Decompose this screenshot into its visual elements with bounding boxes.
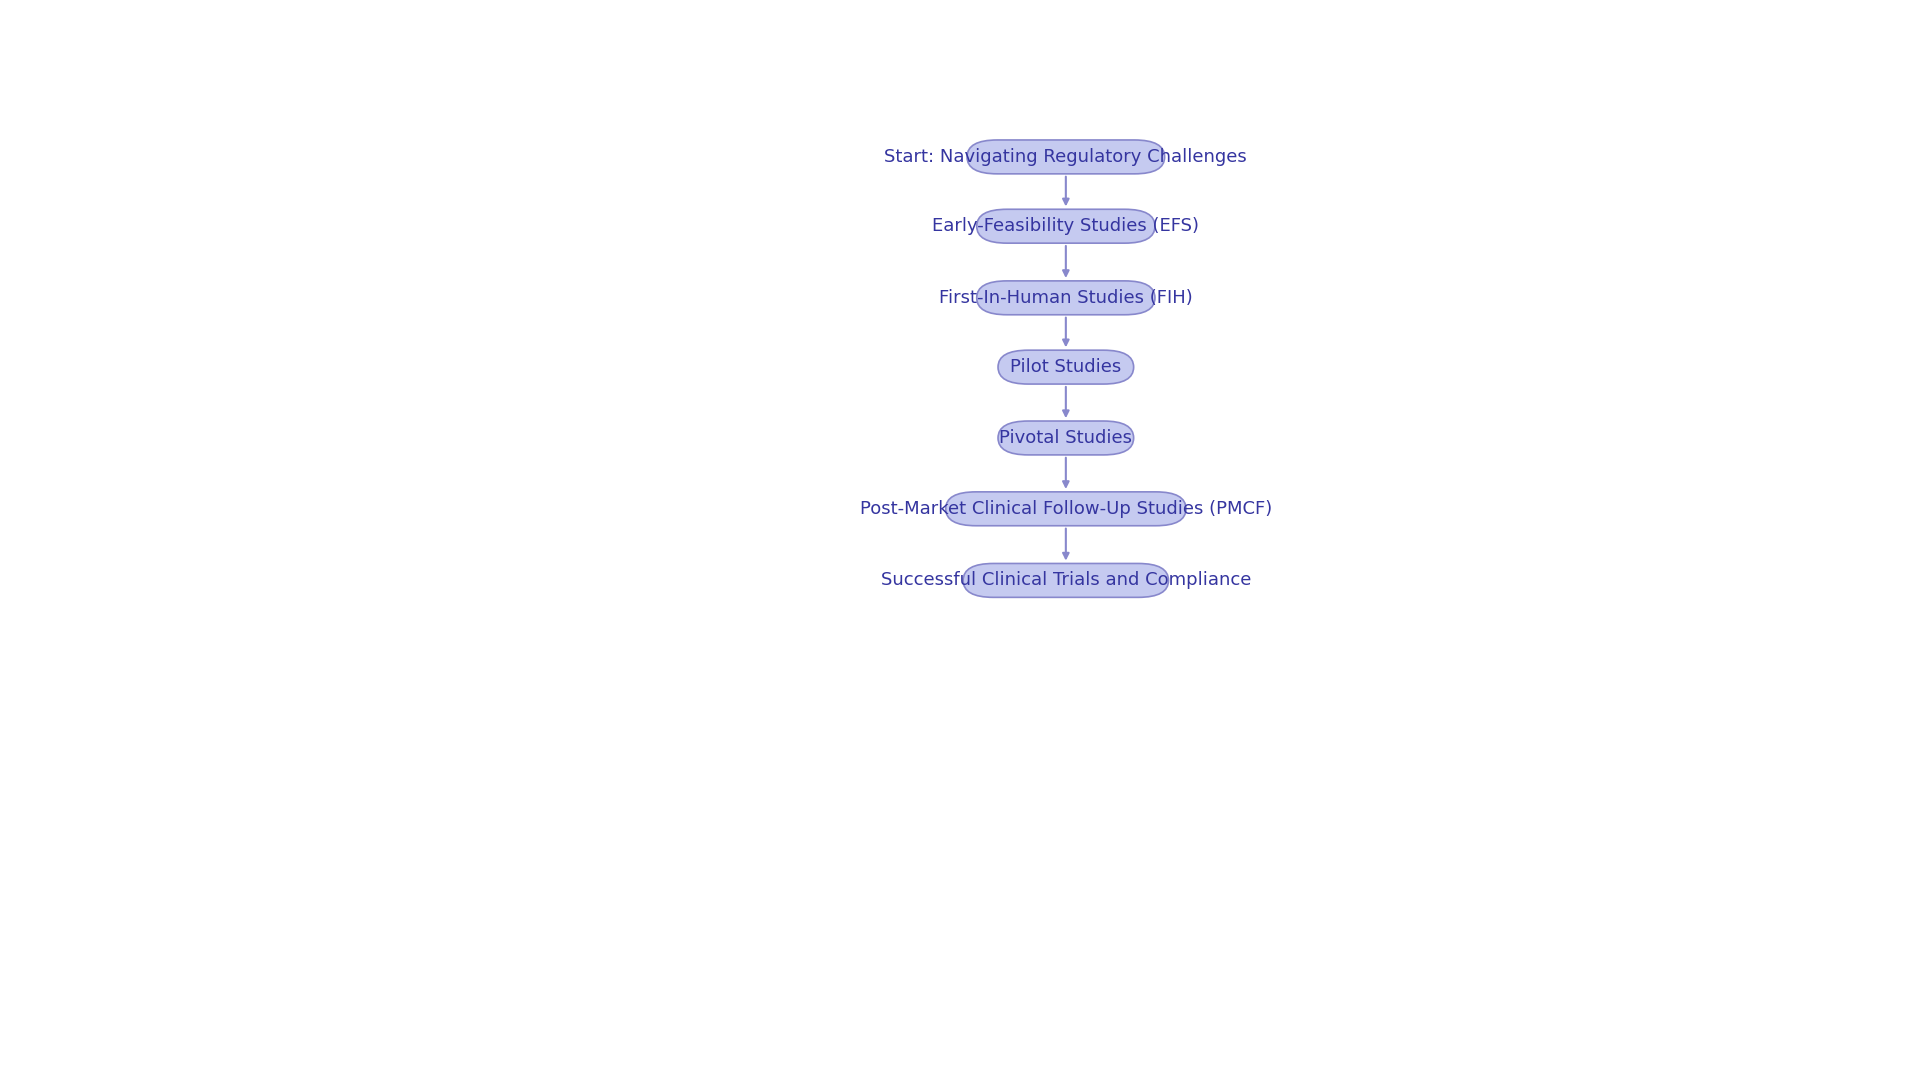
- FancyBboxPatch shape: [977, 280, 1156, 315]
- FancyBboxPatch shape: [998, 421, 1133, 455]
- FancyBboxPatch shape: [977, 209, 1156, 244]
- Text: Early-Feasibility Studies (EFS): Early-Feasibility Studies (EFS): [933, 218, 1200, 235]
- FancyBboxPatch shape: [968, 140, 1165, 174]
- FancyBboxPatch shape: [964, 563, 1169, 598]
- Text: Post-Market Clinical Follow-Up Studies (PMCF): Post-Market Clinical Follow-Up Studies (…: [860, 499, 1271, 518]
- FancyBboxPatch shape: [998, 350, 1133, 384]
- Text: Pivotal Studies: Pivotal Studies: [998, 429, 1133, 447]
- Text: Pilot Studies: Pilot Studies: [1010, 358, 1121, 376]
- Text: Start: Navigating Regulatory Challenges: Start: Navigating Regulatory Challenges: [885, 148, 1248, 166]
- Text: Successful Clinical Trials and Compliance: Successful Clinical Trials and Complianc…: [881, 572, 1252, 589]
- Text: First-In-Human Studies (FIH): First-In-Human Studies (FIH): [939, 289, 1192, 306]
- FancyBboxPatch shape: [947, 492, 1187, 525]
